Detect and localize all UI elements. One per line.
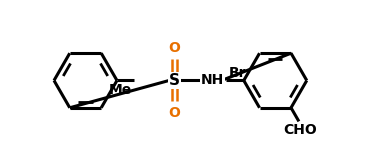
Text: CHO: CHO bbox=[283, 123, 316, 137]
Text: Me: Me bbox=[109, 82, 132, 97]
Text: S: S bbox=[169, 73, 180, 88]
Text: O: O bbox=[168, 106, 180, 120]
Text: O: O bbox=[168, 41, 180, 55]
Text: Br: Br bbox=[228, 66, 246, 80]
Text: NH: NH bbox=[201, 73, 224, 87]
